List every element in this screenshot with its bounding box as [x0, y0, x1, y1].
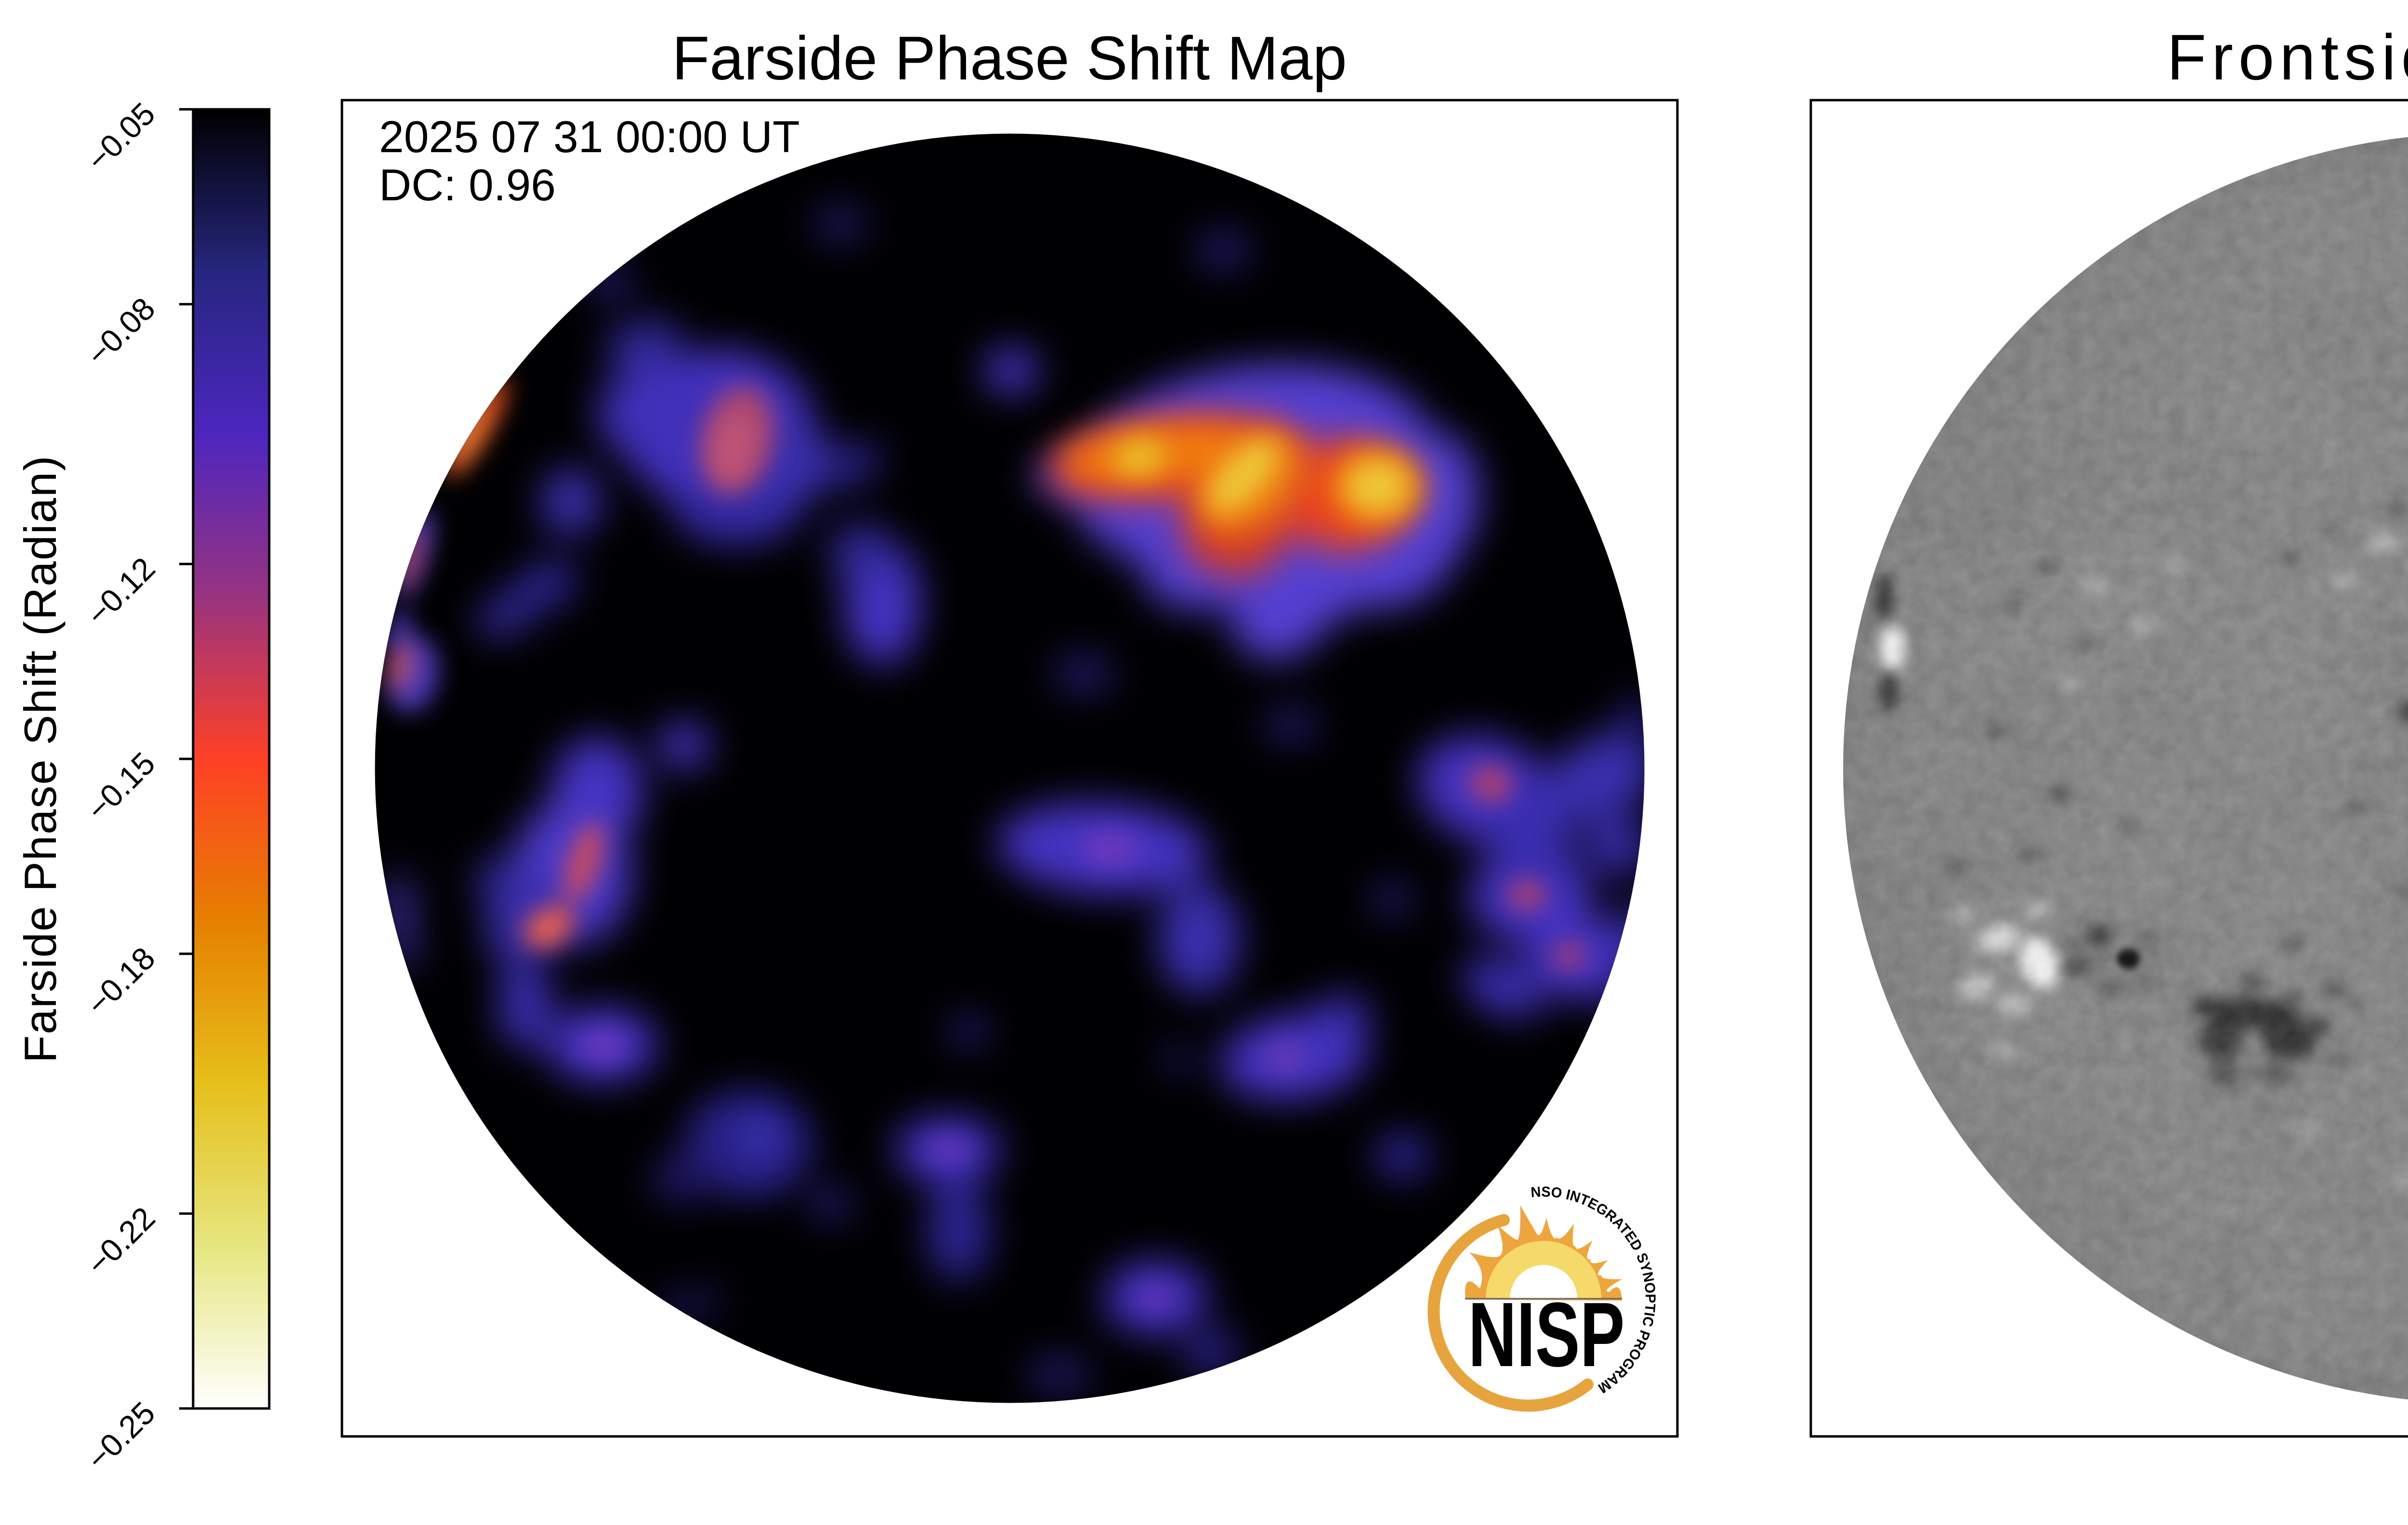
svg-text:Farside Phase Shift Map: Farside Phase Shift Map [672, 24, 1347, 93]
svg-text:2025 07 31 00:00 UT: 2025 07 31 00:00 UT [379, 112, 800, 162]
svg-text:Farside Phase Shift (Radian): Farside Phase Shift (Radian) [15, 455, 65, 1063]
svg-text:DC: 0.96: DC: 0.96 [379, 160, 556, 210]
svg-text:Frontside Mag Map: Frontside Mag Map [2167, 22, 2408, 93]
